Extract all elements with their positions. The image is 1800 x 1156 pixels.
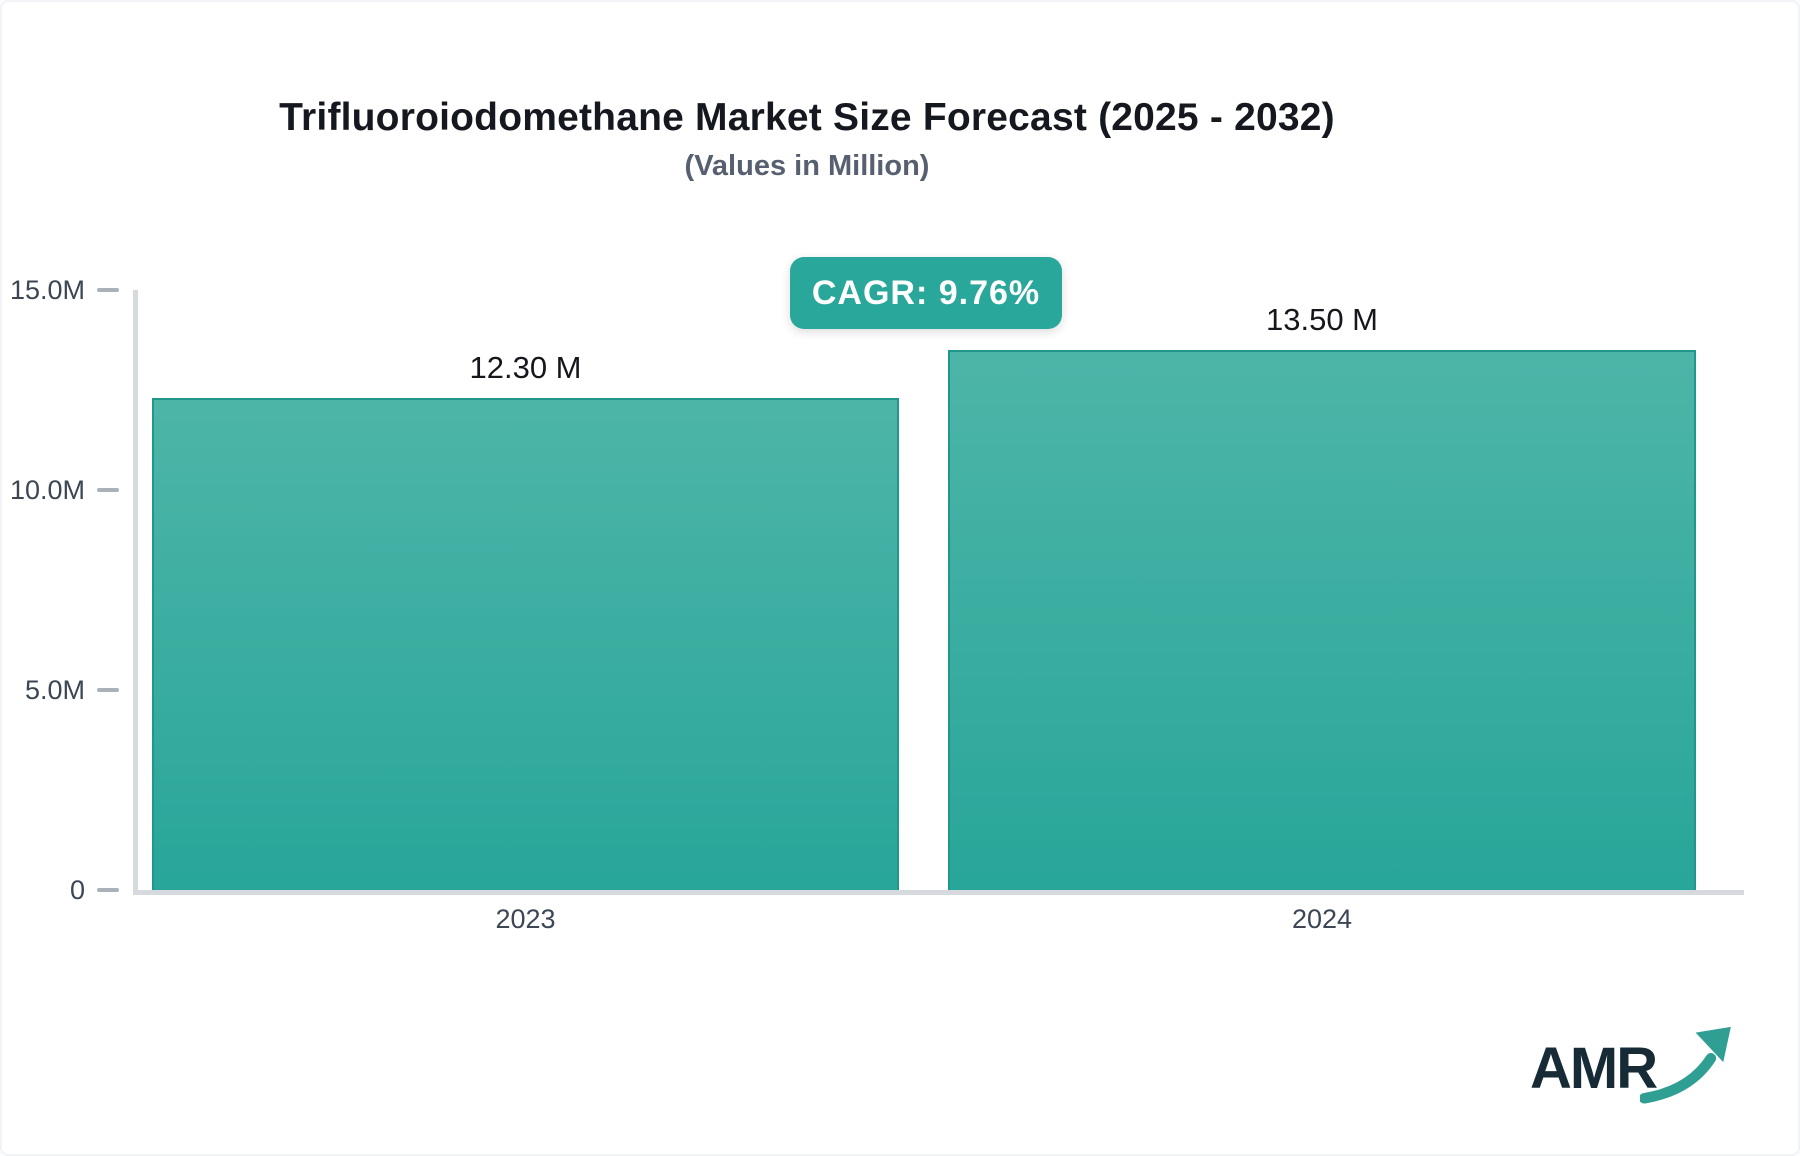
y-axis-line [133, 290, 138, 895]
y-tick-label: 15.0M [9, 274, 85, 305]
y-tick-dash [97, 888, 119, 892]
amr-logo: AMR [1530, 1026, 1736, 1104]
bar-2024 [948, 350, 1696, 890]
y-tick-label: 5.0M [24, 674, 85, 705]
y-tick-dash [97, 288, 119, 292]
y-tick: 10.0M [2, 472, 119, 508]
logo-arrow-icon [1640, 1026, 1731, 1104]
y-tick-dash [97, 488, 119, 492]
cagr-label: CAGR: 9.76% [811, 273, 1041, 312]
chart-title: Trifluoroiodomethane Market Size Forecas… [279, 96, 1335, 139]
y-tick-label: 0 [69, 874, 85, 905]
y-tick: 5.0M [2, 672, 119, 708]
y-tick: 15.0M [2, 272, 119, 308]
plot-area: 0 5.0M 10.0M 15.0M 12.30 M 2023 13.50 M 2024 [10, 275, 1744, 934]
logo-text: AMR [1530, 1035, 1658, 1101]
bar-value-label: 13.50 M [1265, 302, 1378, 337]
y-tick: 0 [2, 872, 119, 908]
bar-2023 [152, 398, 899, 890]
y-tick-dash [97, 688, 119, 692]
x-category-label: 2023 [495, 904, 556, 934]
y-tick-label: 10.0M [9, 474, 85, 505]
bar-value-label: 12.30 M [469, 350, 582, 385]
x-category-label: 2024 [1291, 904, 1353, 934]
chart-subtitle: (Values in Million) [684, 150, 930, 182]
cagr-badge: CAGR: 9.76% [790, 257, 1062, 329]
x-axis-line [133, 890, 1744, 895]
